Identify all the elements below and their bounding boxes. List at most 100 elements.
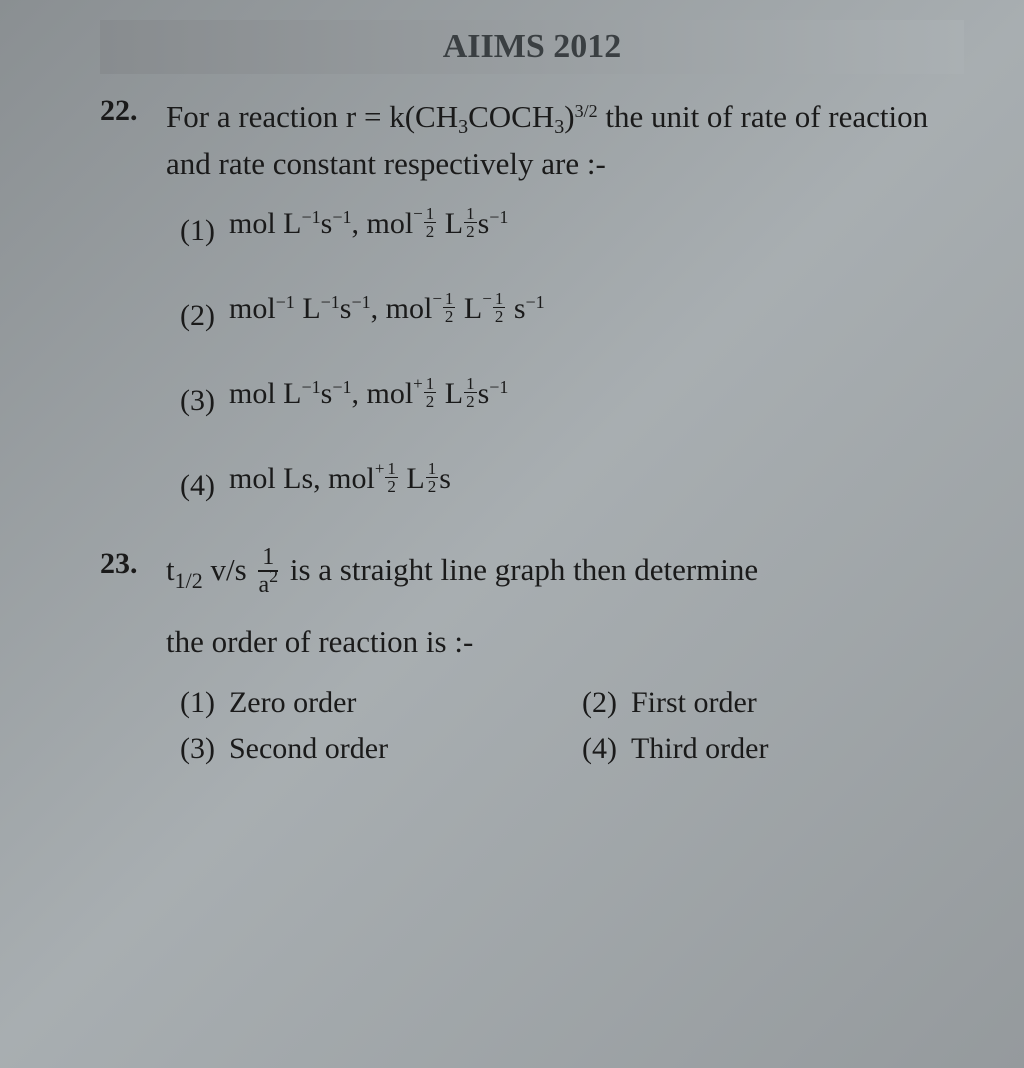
den-sup: 2 [269,566,278,586]
sup: −1 [351,292,370,312]
den: 2 [493,308,506,325]
exam-title: AIIMS 2012 [443,28,622,66]
unit-expr: mol L−1s−1, mol+12 L12s−1 [229,377,508,424]
option-2: (2) mol−1 L−1s−1, mol−12 L−12 s−1 [180,292,964,339]
num: 1 [443,290,456,308]
sup: −1 [332,377,351,397]
option-2: (2) First order [582,686,964,720]
txt: mol L [229,377,302,410]
option-number: (2) [582,686,617,720]
text-part: For a reaction r = k(CH [166,99,458,134]
num: 1 [424,205,437,223]
sup-frac: 12 [464,375,477,410]
question-22: 22. For a reaction r = k(CH3COCH3)3/2 th… [100,94,964,509]
txt: s [506,292,525,325]
num: 1 [464,375,477,393]
txt: mol L [229,207,302,240]
option-label: Zero order [229,686,356,720]
denominator: a2 [254,572,282,597]
txt: L [437,207,463,240]
sup-frac: 12 [426,460,439,495]
vs-text: v/s [203,552,255,587]
txt: L [437,377,463,410]
den: 2 [385,478,398,495]
num: 1 [385,460,398,478]
option-number: (1) [180,686,215,720]
sup: −1 [489,207,508,227]
option-number: (3) [180,732,215,766]
option-number: (4) [180,469,215,503]
sup-frac: 12 [493,290,506,325]
den: 2 [443,308,456,325]
option-number: (3) [180,384,215,418]
num: 1 [493,290,506,308]
question-23: 23. t1/2 v/s 1a2 is a straight line grap… [100,547,964,766]
t-symbol: t [166,552,175,587]
den: 2 [464,223,477,240]
fraction: 1a2 [254,545,282,597]
sup: −1 [276,292,295,312]
option-number: (4) [582,732,617,766]
den: 2 [424,223,437,240]
txt: s [478,377,490,410]
text-after: is a straight line graph then determine [282,552,758,587]
sign: − [432,289,442,308]
header-banner: AIIMS 2012 [100,20,964,74]
option-3: (3) mol L−1s−1, mol+12 L12s−1 [180,377,964,424]
num: 1 [424,375,437,393]
sup: −1 [332,207,351,227]
question-number: 22. [100,94,150,128]
txt: s [439,462,451,495]
sign: + [375,459,385,478]
question-text: t1/2 v/s 1a2 is a straight line graph th… [166,547,964,666]
den: 2 [424,393,437,410]
num: 1 [426,460,439,478]
num: 1 [464,205,477,223]
sign: − [482,289,492,308]
sup-frac: 12 [443,290,456,325]
subscript: 3 [554,116,564,138]
txt: , mol [351,377,413,410]
unit-expr: mol−1 L−1s−1, mol−12 L−12 s−1 [229,292,545,339]
question-header: 23. t1/2 v/s 1a2 is a straight line grap… [100,547,964,666]
option-label: Second order [229,732,388,766]
option-number: (2) [180,299,215,333]
den: 2 [426,478,439,495]
option-1: (1) mol L−1s−1, mol−12 L12s−1 [180,207,964,254]
txt: s [340,292,352,325]
txt: s [321,377,333,410]
sup: −1 [489,377,508,397]
sup: −1 [321,292,340,312]
sup: −1 [301,207,320,227]
text-part: ) [564,99,574,134]
question-header: 22. For a reaction r = k(CH3COCH3)3/2 th… [100,94,964,187]
sup: −1 [526,292,545,312]
text-line2: the order of reaction is :- [166,619,964,666]
sign: + [413,374,423,393]
txt: mol [229,292,276,325]
question-number: 23. [100,547,150,581]
sup-frac: 12 [424,375,437,410]
subscript: 3 [458,116,468,138]
unit-expr: mol Ls, mol+12 L12s [229,462,451,509]
options-grid: (1) Zero order (2) First order (3) Secon… [180,686,964,766]
unit-expr: mol L−1s−1, mol−12 L12s−1 [229,207,508,254]
sup: −1 [301,377,320,397]
question-text: For a reaction r = k(CH3COCH3)3/2 the un… [166,94,964,187]
option-label: Third order [631,732,768,766]
option-label: First order [631,686,757,720]
option-3: (3) Second order [180,732,562,766]
txt: L [399,462,425,495]
options-list: (1) mol L−1s−1, mol−12 L12s−1 (2) mol−1 … [180,207,964,509]
txt: , mol [371,292,433,325]
txt: L [295,292,321,325]
option-number: (1) [180,214,215,248]
den: 2 [464,393,477,410]
subscript: 1/2 [175,568,203,593]
txt: s [478,207,490,240]
option-4: (4) mol Ls, mol+12 L12s [180,462,964,509]
option-1: (1) Zero order [180,686,562,720]
sign: − [413,204,423,223]
text-part: COCH [468,99,554,134]
txt: mol Ls, mol [229,462,375,495]
